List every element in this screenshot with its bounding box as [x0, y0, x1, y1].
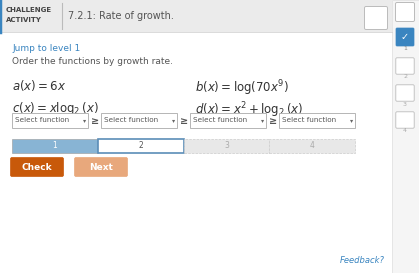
- Text: ▾: ▾: [350, 118, 353, 123]
- Bar: [392, 0, 419, 273]
- Text: 1: 1: [52, 141, 57, 150]
- Text: Order the functions by growth rate.: Order the functions by growth rate.: [12, 57, 173, 66]
- Bar: [101, 113, 177, 128]
- FancyBboxPatch shape: [75, 158, 127, 177]
- Text: ✓: ✓: [401, 32, 409, 42]
- Text: 3: 3: [403, 102, 407, 106]
- Text: ≥: ≥: [180, 115, 188, 126]
- Text: Select function: Select function: [282, 117, 336, 123]
- FancyBboxPatch shape: [10, 158, 64, 177]
- Bar: [98, 139, 184, 153]
- FancyBboxPatch shape: [396, 58, 414, 74]
- Text: $d(x) = x^2 + \log_2(x)$: $d(x) = x^2 + \log_2(x)$: [195, 100, 303, 120]
- Text: Select function: Select function: [193, 117, 247, 123]
- FancyBboxPatch shape: [396, 28, 414, 46]
- FancyBboxPatch shape: [396, 112, 414, 128]
- Text: $b(x) = \log(70x^9)$: $b(x) = \log(70x^9)$: [195, 78, 289, 98]
- Text: Next: Next: [89, 162, 113, 171]
- FancyBboxPatch shape: [365, 7, 388, 29]
- Bar: [12, 139, 98, 153]
- Text: CHALLENGE: CHALLENGE: [6, 7, 52, 13]
- Bar: [0, 0, 392, 32]
- Text: Feedback?: Feedback?: [340, 256, 385, 265]
- Text: ≥: ≥: [269, 115, 277, 126]
- Text: 1: 1: [403, 46, 407, 52]
- FancyBboxPatch shape: [396, 85, 414, 101]
- Text: ▾: ▾: [172, 118, 175, 123]
- Text: 3: 3: [224, 141, 229, 150]
- Text: ▾: ▾: [83, 118, 86, 123]
- Text: 4: 4: [310, 141, 315, 150]
- Text: 2: 2: [138, 141, 143, 150]
- FancyBboxPatch shape: [396, 2, 414, 22]
- Bar: [184, 139, 269, 153]
- Text: ▾: ▾: [261, 118, 264, 123]
- Text: Jump to level 1: Jump to level 1: [12, 44, 80, 53]
- Text: 4: 4: [403, 129, 407, 133]
- Text: ≥: ≥: [91, 115, 99, 126]
- Text: $a(x) = 6x$: $a(x) = 6x$: [12, 78, 66, 93]
- Text: $c(x) = x\log_2(x)$: $c(x) = x\log_2(x)$: [12, 100, 98, 117]
- Bar: [190, 113, 266, 128]
- Bar: [12, 113, 88, 128]
- Text: Check: Check: [22, 162, 52, 171]
- Text: ACTIVITY: ACTIVITY: [6, 17, 42, 23]
- Text: Select function: Select function: [104, 117, 158, 123]
- Text: 7.2.1: Rate of growth.: 7.2.1: Rate of growth.: [68, 11, 174, 21]
- Text: Select function: Select function: [15, 117, 69, 123]
- Bar: [269, 139, 355, 153]
- Bar: [279, 113, 355, 128]
- Text: 2: 2: [403, 75, 407, 79]
